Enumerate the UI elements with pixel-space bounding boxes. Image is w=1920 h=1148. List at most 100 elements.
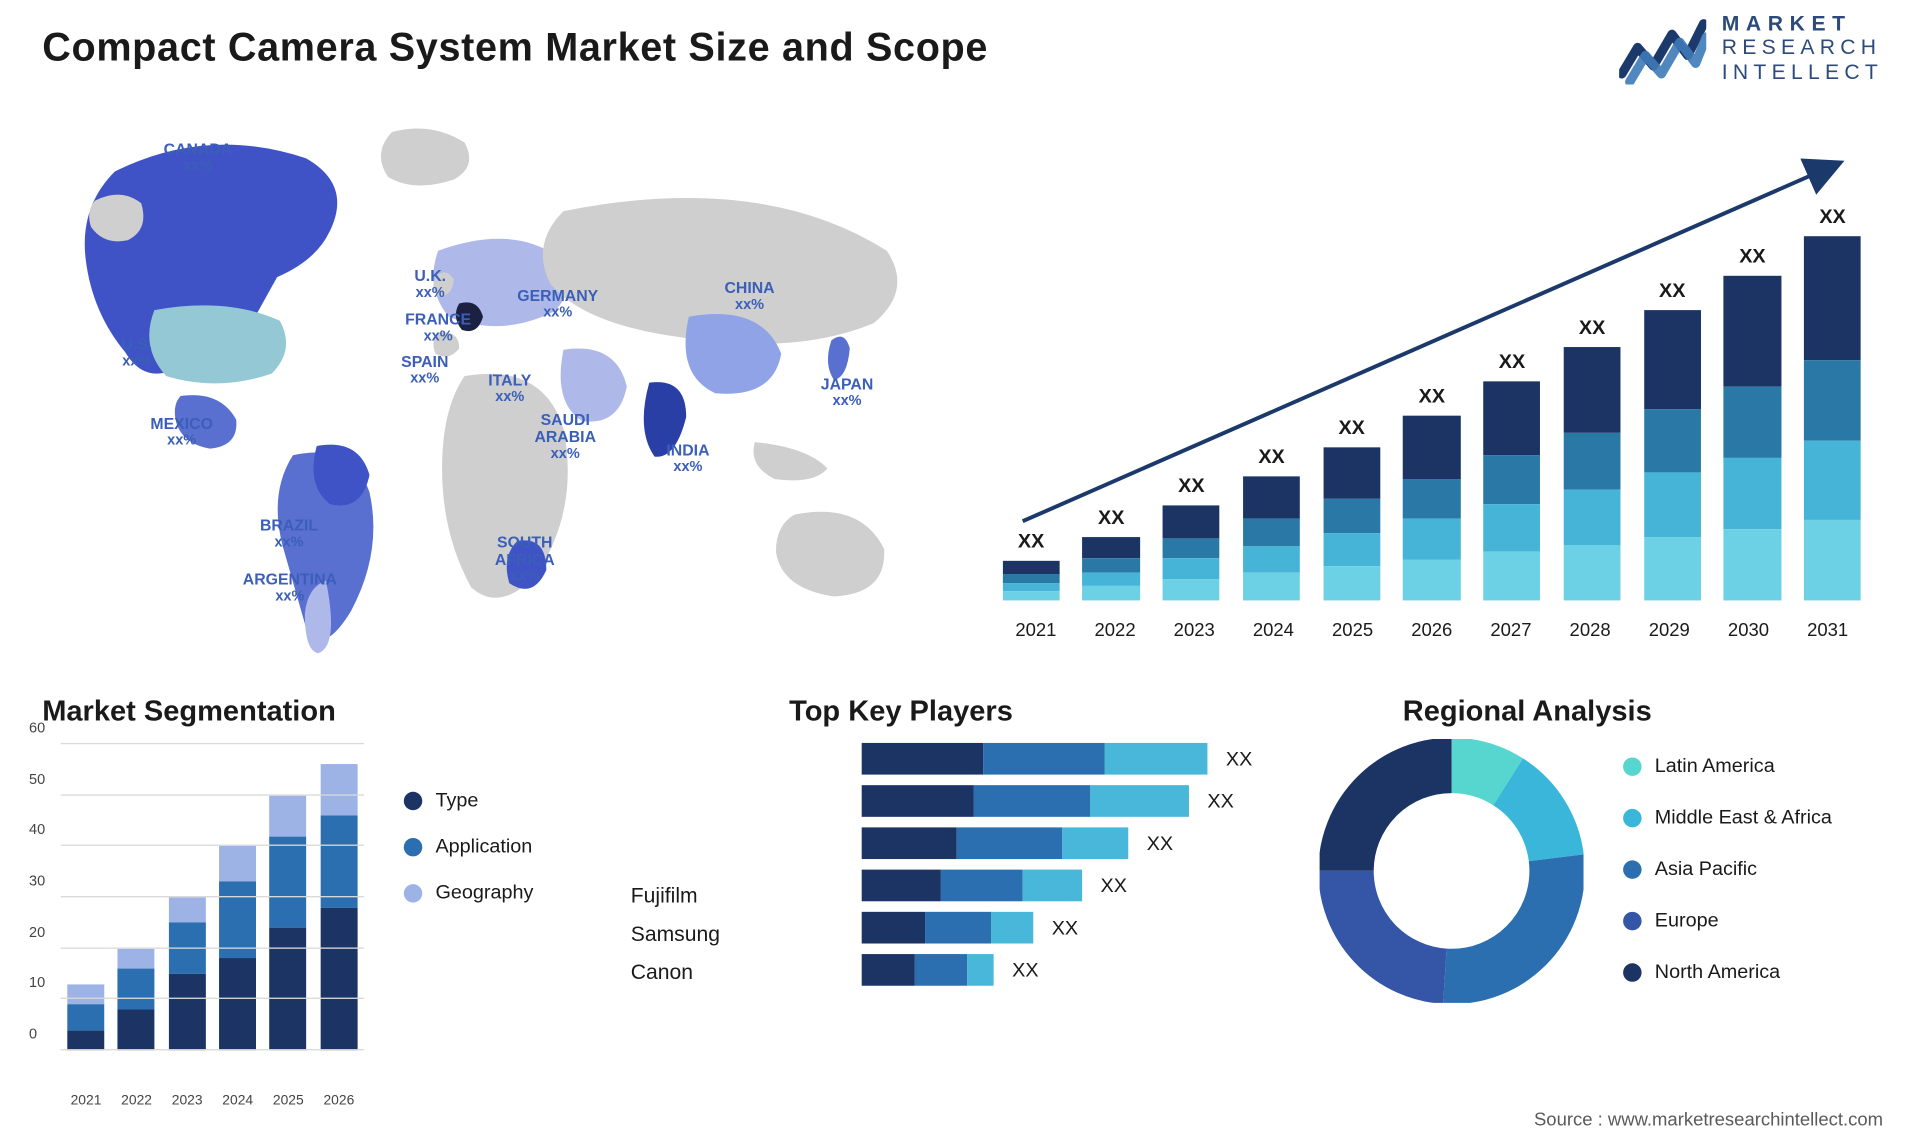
legend-swatch-icon bbox=[404, 883, 422, 901]
growth-xlabel: 2022 bbox=[1075, 619, 1154, 640]
legend-swatch-icon bbox=[404, 837, 422, 855]
player-value: XX bbox=[1101, 874, 1127, 896]
map-label-china: CHINAxx% bbox=[724, 280, 774, 313]
seg-legend-item: Type bbox=[404, 789, 534, 811]
growth-xlabel: 2026 bbox=[1392, 619, 1471, 640]
player-row: XX bbox=[862, 870, 1258, 902]
legend-swatch-icon bbox=[1623, 911, 1641, 929]
growth-xlabel: 2023 bbox=[1155, 619, 1234, 640]
growth-bar-2029: XX bbox=[1637, 280, 1707, 601]
growth-bar-value: XX bbox=[1659, 280, 1685, 302]
player-row: XX bbox=[862, 785, 1258, 817]
growth-bar-2025: XX bbox=[1317, 417, 1387, 600]
growth-bar-value: XX bbox=[1018, 530, 1044, 552]
regional-donut bbox=[1320, 739, 1584, 1003]
seg-xlabel: 2023 bbox=[172, 1093, 203, 1109]
seg-legend-item: Application bbox=[404, 835, 534, 857]
growth-xlabel: 2028 bbox=[1551, 619, 1630, 640]
growth-bar-2021: XX bbox=[996, 530, 1066, 600]
player-value: XX bbox=[1052, 916, 1078, 938]
segmentation-heading: Market Segmentation bbox=[42, 694, 336, 728]
map-label-south-africa: SOUTHAFRICAxx% bbox=[495, 534, 555, 585]
growth-bar-2022: XX bbox=[1076, 507, 1146, 601]
map-label-canada: CANADAxx% bbox=[164, 141, 233, 174]
growth-bar-value: XX bbox=[1819, 206, 1845, 228]
growth-bar-2026: XX bbox=[1397, 385, 1467, 600]
seg-bar-2023 bbox=[169, 897, 206, 1050]
seg-xlabel: 2024 bbox=[222, 1093, 253, 1109]
logo-line1: MARKET bbox=[1722, 13, 1883, 37]
growth-bar-value: XX bbox=[1579, 317, 1605, 339]
legend-label: Geography bbox=[435, 881, 533, 903]
seg-ylabel: 20 bbox=[29, 925, 45, 941]
growth-xlabel: 2025 bbox=[1313, 619, 1392, 640]
player-row: XX bbox=[862, 954, 1258, 986]
seg-ylabel: 40 bbox=[29, 823, 45, 839]
map-label-u-k-: U.K.xx% bbox=[414, 268, 446, 301]
seg-xlabel: 2022 bbox=[121, 1093, 152, 1109]
seg-ylabel: 30 bbox=[29, 874, 45, 890]
growth-bar-2031: XX bbox=[1798, 206, 1868, 601]
legend-swatch-icon bbox=[404, 791, 422, 809]
map-label-france: FRANCExx% bbox=[405, 311, 471, 344]
growth-bar-2028: XX bbox=[1557, 317, 1627, 601]
map-label-germany: GERMANYxx% bbox=[517, 288, 598, 321]
growth-bar-2023: XX bbox=[1157, 475, 1227, 600]
player-row: XX bbox=[862, 827, 1258, 859]
seg-bar-2026 bbox=[320, 765, 357, 1051]
growth-bar-value: XX bbox=[1258, 446, 1284, 468]
growth-xlabel: 2030 bbox=[1709, 619, 1788, 640]
map-label-italy: ITALYxx% bbox=[488, 372, 531, 405]
player-name: Canon bbox=[631, 962, 720, 986]
growth-bar-value: XX bbox=[1178, 475, 1204, 497]
players-chart: FujifilmSamsungCanon XXXXXXXXXXXX bbox=[631, 743, 1278, 1112]
page-title: Compact Camera System Market Size and Sc… bbox=[42, 26, 988, 71]
map-label-argentina: ARGENTINAxx% bbox=[243, 571, 337, 604]
player-row: XX bbox=[862, 743, 1258, 775]
seg-xlabel: 2025 bbox=[273, 1093, 304, 1109]
growth-bar-2027: XX bbox=[1477, 351, 1547, 600]
seg-xlabel: 2021 bbox=[71, 1093, 102, 1109]
world-map: CANADAxx%U.S.xx%MEXICOxx%BRAZILxx%ARGENT… bbox=[42, 119, 966, 660]
legend-label: North America bbox=[1655, 961, 1780, 983]
growth-bar-value: XX bbox=[1739, 245, 1765, 267]
growth-xlabel: 2027 bbox=[1471, 619, 1550, 640]
logo-mark-icon bbox=[1619, 15, 1706, 84]
seg-bar-2025 bbox=[270, 795, 307, 1050]
growth-bar-value: XX bbox=[1499, 351, 1525, 373]
regional-legend-item: North America bbox=[1623, 961, 1832, 983]
seg-ylabel: 0 bbox=[29, 1027, 37, 1043]
legend-swatch-icon bbox=[1623, 860, 1641, 878]
legend-swatch-icon bbox=[1623, 963, 1641, 981]
logo-line2: RESEARCH bbox=[1722, 37, 1883, 61]
legend-swatch-icon bbox=[1623, 757, 1641, 775]
legend-label: Type bbox=[435, 789, 478, 811]
legend-label: Latin America bbox=[1655, 755, 1775, 777]
player-name: Samsung bbox=[631, 924, 720, 948]
logo-line3: INTELLECT bbox=[1722, 62, 1883, 86]
map-label-india: INDIAxx% bbox=[666, 442, 709, 475]
growth-bar-value: XX bbox=[1098, 507, 1124, 529]
legend-label: Europe bbox=[1655, 909, 1719, 931]
seg-bar-2024 bbox=[219, 846, 256, 1050]
map-label-japan: JAPANxx% bbox=[821, 376, 874, 409]
map-label-u-s-: U.S.xx% bbox=[121, 336, 152, 369]
growth-xlabel: 2024 bbox=[1234, 619, 1313, 640]
legend-label: Middle East & Africa bbox=[1655, 806, 1832, 828]
map-label-brazil: BRAZILxx% bbox=[260, 517, 318, 550]
regional-legend-item: Middle East & Africa bbox=[1623, 806, 1832, 828]
player-value: XX bbox=[1226, 748, 1252, 770]
seg-ylabel: 60 bbox=[29, 721, 45, 737]
growth-xlabel: 2029 bbox=[1630, 619, 1709, 640]
segmentation-chart: 0102030405060 202120222023202420252026 T… bbox=[24, 736, 591, 1105]
map-label-saudi-arabia: SAUDIARABIAxx% bbox=[534, 412, 596, 463]
regional-legend-item: Asia Pacific bbox=[1623, 858, 1832, 880]
growth-xlabel: 2021 bbox=[996, 619, 1075, 640]
growth-bar-value: XX bbox=[1338, 417, 1364, 439]
seg-bar-2021 bbox=[68, 984, 105, 1050]
player-value: XX bbox=[1147, 832, 1173, 854]
seg-ylabel: 10 bbox=[29, 976, 45, 992]
player-row: XX bbox=[862, 912, 1258, 944]
source-attribution: Source : www.marketresearchintellect.com bbox=[1534, 1108, 1883, 1129]
growth-bar-2030: XX bbox=[1718, 245, 1788, 600]
